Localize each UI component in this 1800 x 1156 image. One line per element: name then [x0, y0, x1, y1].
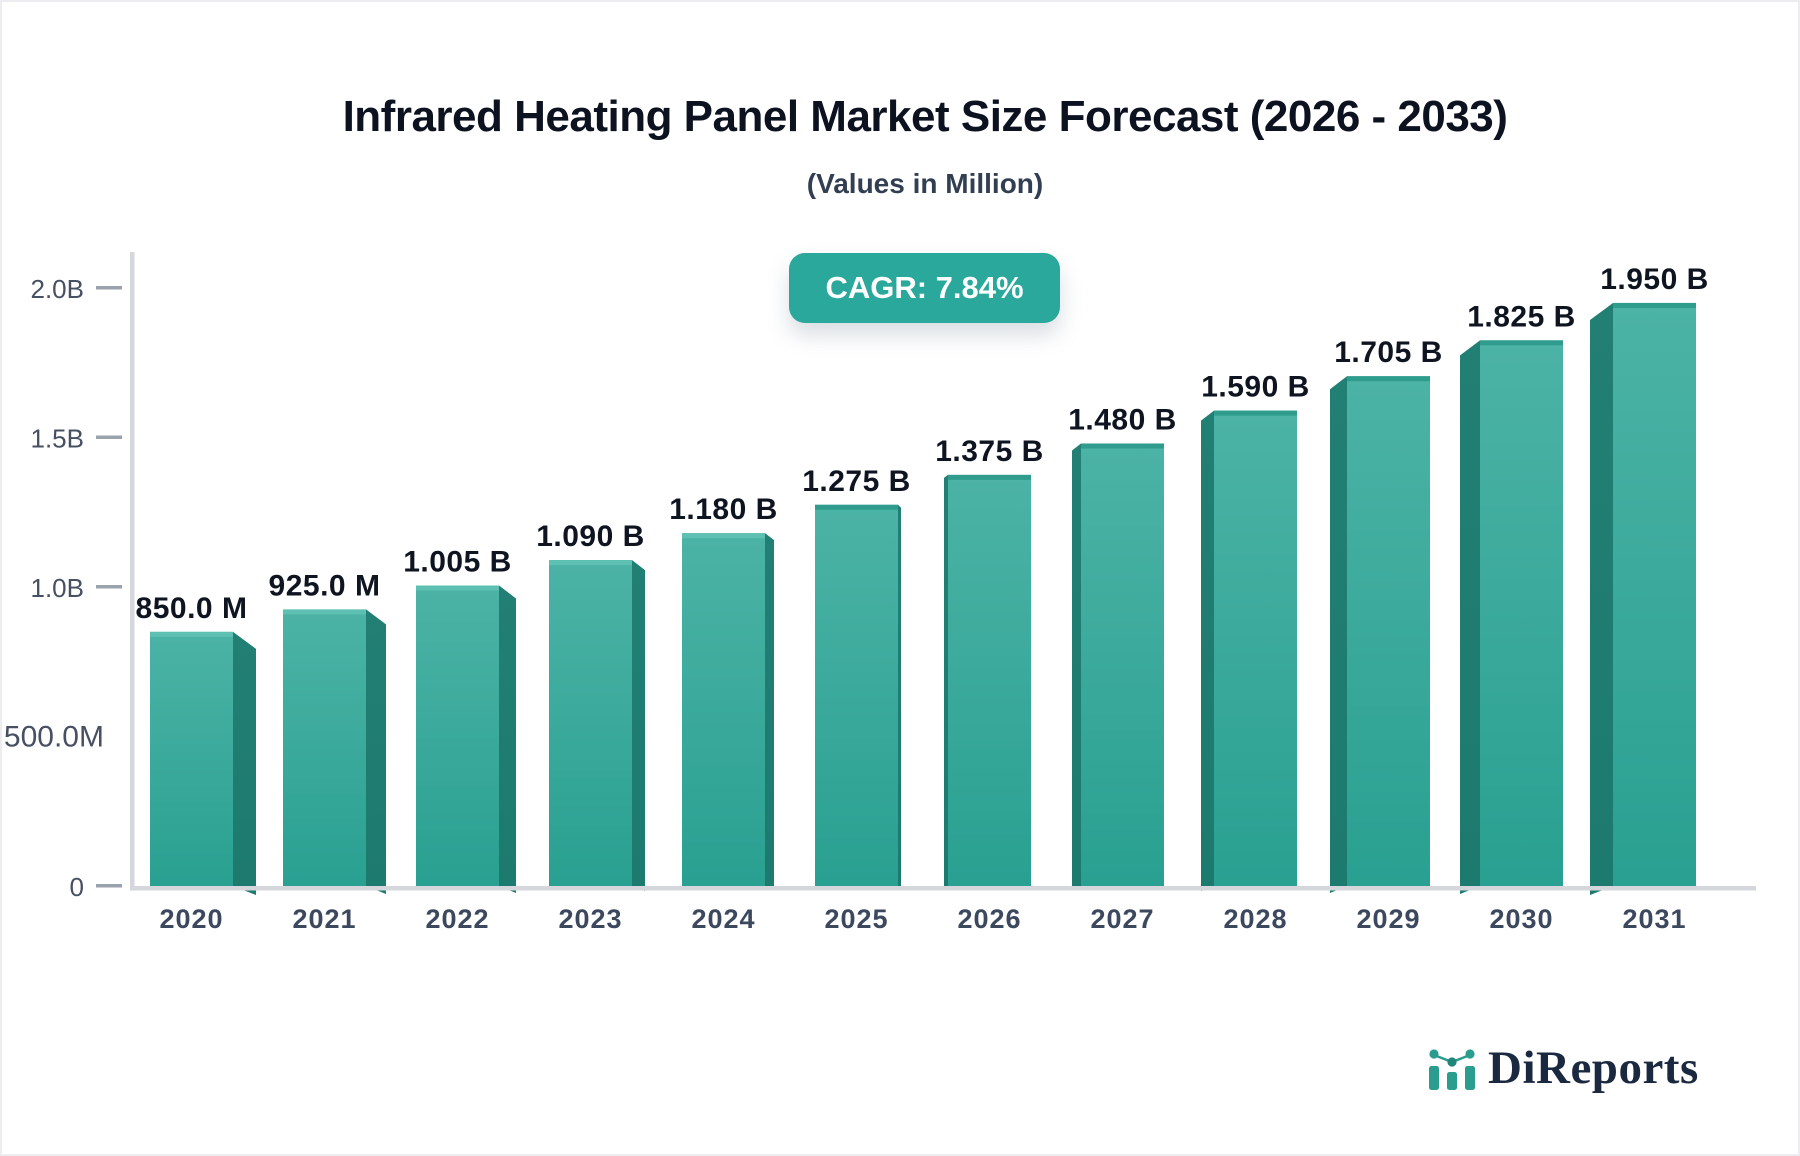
chart-title: Infrared Heating Panel Market Size Forec… — [342, 92, 1508, 141]
x-axis-line — [130, 886, 1756, 891]
year-label: 2021 — [292, 904, 356, 934]
bar-2026 — [944, 474, 1031, 888]
year-label: 2024 — [691, 904, 755, 934]
y-tick-label: 1.5B — [31, 424, 85, 454]
bar-2027 — [1072, 443, 1164, 890]
y-tick-label: 1.0B — [31, 573, 85, 603]
year-label: 2026 — [957, 904, 1021, 934]
value-label: 1.375 B — [935, 435, 1044, 468]
bar-2029 — [1330, 376, 1430, 894]
chart-subtitle: (Values in Million) — [806, 168, 1044, 199]
bar-2020 — [150, 631, 256, 895]
axis-layer — [96, 252, 1756, 891]
value-label: 1.950 B — [1600, 263, 1709, 296]
direports-logo: DiReports — [1426, 1036, 1699, 1100]
value-label: 1.590 B — [1201, 371, 1310, 404]
year-label: 2022 — [425, 904, 489, 934]
year-label: 2027 — [1090, 904, 1154, 934]
value-label: 1.180 B — [669, 493, 778, 526]
bar-2021 — [283, 609, 386, 894]
value-label: 850.0 M — [136, 592, 248, 625]
bar-2030 — [1460, 340, 1563, 894]
bar-2031 — [1590, 302, 1696, 895]
y-tick-dash — [96, 435, 122, 439]
y-tick-dash — [96, 884, 122, 888]
y-axis-line — [130, 252, 135, 890]
value-label: 1.705 B — [1334, 336, 1443, 369]
y-tick-dash — [96, 585, 122, 589]
year-label: 2030 — [1489, 904, 1553, 934]
y-tick-label: 2.0B — [31, 274, 85, 304]
value-label: 1.480 B — [1068, 403, 1177, 436]
value-label: 1.090 B — [536, 520, 645, 553]
value-label: 925.0 M — [269, 569, 381, 602]
bar-2022 — [416, 585, 516, 893]
y-tick-label: 500.0M — [4, 721, 104, 754]
logo-text: DiReports — [1488, 1042, 1699, 1094]
year-label: 2028 — [1223, 904, 1287, 934]
bars-layer — [150, 302, 1696, 895]
cagr-badge: CAGR: 7.84% — [789, 253, 1060, 323]
y-tick-dash — [96, 286, 122, 290]
year-label: 2025 — [824, 904, 888, 934]
year-label: 2029 — [1356, 904, 1420, 934]
value-label: 1.825 B — [1467, 300, 1576, 333]
mini-bar-chart-icon — [1429, 1049, 1475, 1090]
value-label: 1.005 B — [403, 546, 512, 579]
year-label: 2031 — [1622, 904, 1686, 934]
bar-2023 — [549, 560, 645, 891]
bar-2024 — [682, 533, 774, 890]
year-label: 2023 — [558, 904, 622, 934]
bar-2028 — [1201, 410, 1297, 891]
bar-2025 — [815, 504, 901, 888]
year-label: 2020 — [159, 904, 223, 934]
y-tick-label: 0 — [70, 872, 84, 902]
labels-layer: 850.0 M 2020 925.0 M 2021 1.005 B 2022 1.090 B… — [4, 263, 1709, 934]
value-label: 1.275 B — [802, 465, 911, 498]
